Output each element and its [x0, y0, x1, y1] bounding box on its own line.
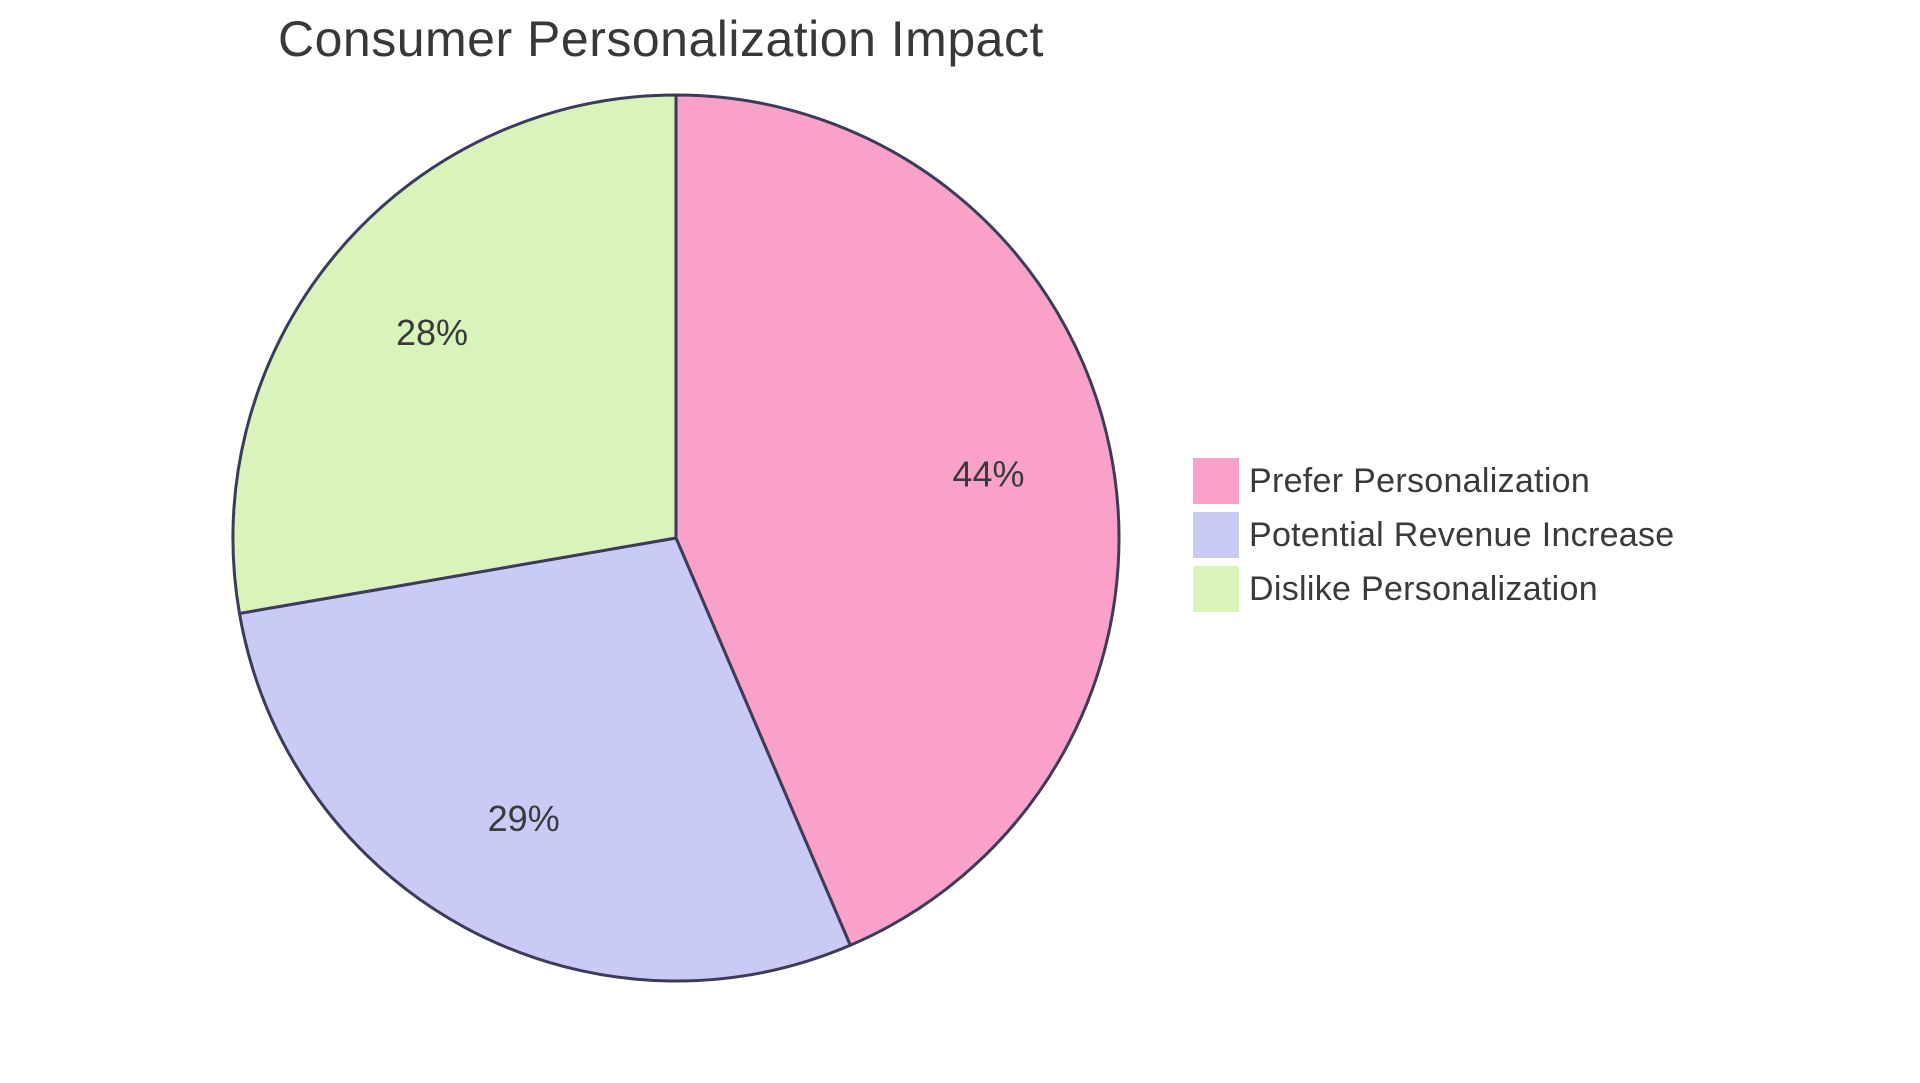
slice-percent-label: 44%	[952, 454, 1024, 495]
pie-percent-labels: 44% 29% 28%	[396, 312, 1025, 839]
slice-percent-label: 28%	[396, 312, 468, 353]
legend-label: Dislike Personalization	[1249, 569, 1598, 608]
pie-slices	[231, 93, 1121, 983]
legend-item-potential-revenue-increase[interactable]: Potential Revenue Increase	[1193, 512, 1675, 558]
slice-percent-label: 29%	[488, 798, 560, 839]
pie-slice-dislike-personalization[interactable]	[231, 93, 678, 615]
legend: Prefer Personalization Potential Revenue…	[1193, 458, 1675, 612]
legend-item-dislike-personalization[interactable]: Dislike Personalization	[1193, 566, 1675, 612]
legend-swatch-icon	[1193, 458, 1239, 504]
chart-title: Consumer Personalization Impact	[278, 11, 1044, 67]
legend-label: Potential Revenue Increase	[1249, 515, 1675, 554]
pie-slice-prefer-personalization[interactable]	[674, 93, 1121, 947]
legend-swatch-icon	[1193, 512, 1239, 558]
legend-item-prefer-personalization[interactable]: Prefer Personalization	[1193, 458, 1675, 504]
pie-slice-potential-revenue-increase[interactable]	[237, 536, 852, 983]
legend-swatch-icon	[1193, 566, 1239, 612]
legend-label: Prefer Personalization	[1249, 461, 1591, 500]
